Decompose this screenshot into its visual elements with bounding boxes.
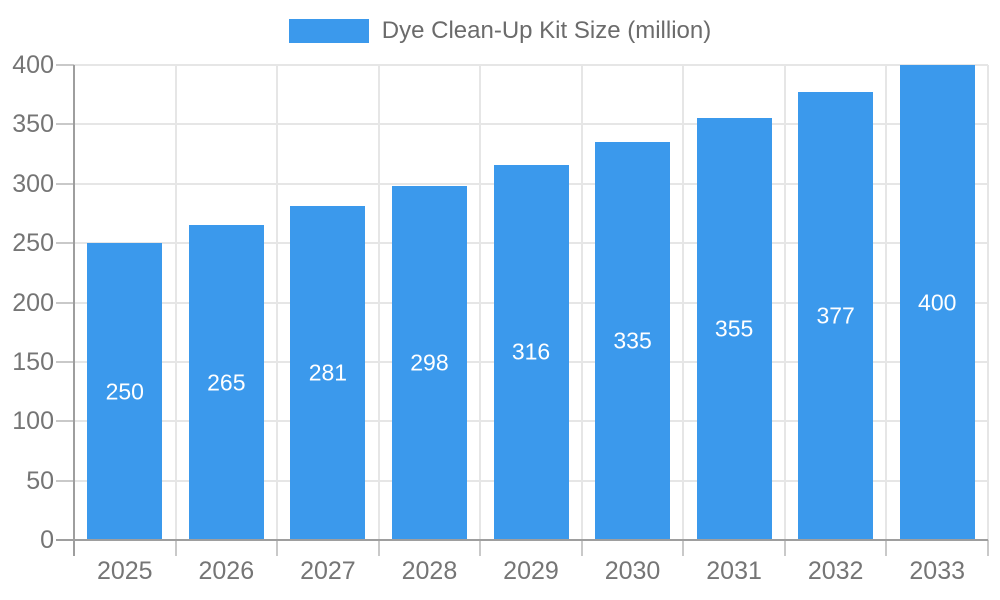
y-axis-tick-label: 250 bbox=[12, 229, 54, 258]
gridline-vertical bbox=[174, 65, 177, 540]
x-axis-tick-label: 2026 bbox=[198, 557, 255, 585]
gridline-horizontal bbox=[74, 123, 988, 126]
bar-value-label: 281 bbox=[308, 359, 348, 386]
bar-2031[interactable]: 355 bbox=[696, 118, 772, 540]
y-axis-tick bbox=[56, 420, 74, 423]
y-axis-tick bbox=[56, 123, 74, 126]
bar-2028[interactable]: 298 bbox=[391, 186, 467, 540]
x-axis-tick bbox=[987, 540, 989, 556]
y-axis-tick-label: 200 bbox=[12, 288, 54, 317]
legend-item[interactable]: Dye Clean-Up Kit Size (million) bbox=[288, 17, 712, 45]
legend-label: Dye Clean-Up Kit Size (million) bbox=[381, 17, 712, 44]
bar-value-label: 400 bbox=[918, 289, 957, 315]
x-axis-tick bbox=[276, 540, 279, 556]
bar-2030[interactable]: 335 bbox=[595, 142, 671, 540]
bar-value-label: 316 bbox=[511, 338, 551, 365]
x-axis-tick bbox=[783, 540, 786, 556]
x-axis-tick-label: 2028 bbox=[401, 557, 458, 585]
x-axis-tick bbox=[377, 540, 380, 556]
y-axis-tick-label: 0 bbox=[40, 526, 54, 554]
bar-value-label: 377 bbox=[816, 302, 855, 329]
x-axis-tick-label: 2032 bbox=[807, 557, 864, 585]
x-axis-tick-label: 2029 bbox=[503, 557, 559, 585]
x-axis-tick bbox=[885, 540, 888, 556]
chart-legend: Dye Clean-Up Kit Size (million) bbox=[0, 17, 1000, 45]
y-axis-tick-label: 400 bbox=[12, 51, 54, 79]
bar-value-label: 298 bbox=[410, 349, 449, 376]
x-axis-tick-label: 2033 bbox=[909, 557, 966, 585]
y-axis-tick-label: 100 bbox=[12, 407, 54, 436]
bar-2029[interactable]: 316 bbox=[493, 164, 569, 540]
bar-2025[interactable]: 250 bbox=[87, 243, 163, 540]
x-axis-tick bbox=[479, 540, 482, 556]
y-axis-tick bbox=[56, 479, 74, 482]
bar-2032[interactable]: 377 bbox=[798, 92, 874, 540]
y-axis-tick bbox=[56, 360, 74, 363]
bar-value-label: 355 bbox=[714, 315, 754, 342]
x-axis-tick-label: 2031 bbox=[706, 557, 762, 585]
y-axis-tick bbox=[56, 182, 74, 185]
gridline-vertical bbox=[783, 65, 786, 540]
gridline-vertical bbox=[987, 65, 989, 540]
x-axis-line bbox=[56, 539, 988, 541]
gridline-horizontal bbox=[74, 64, 988, 66]
plot-area: 250 265 281 298 316 335 355 377 400 bbox=[74, 64, 989, 540]
y-axis-tick bbox=[56, 242, 74, 245]
gridline-vertical bbox=[682, 65, 685, 540]
y-axis-tick bbox=[56, 301, 74, 304]
legend-swatch-icon bbox=[288, 19, 369, 43]
x-axis-tick bbox=[580, 540, 583, 556]
bar-2026[interactable]: 265 bbox=[188, 225, 264, 540]
y-axis-tick-label: 350 bbox=[12, 110, 54, 139]
x-axis-tick-label: 2027 bbox=[300, 557, 356, 585]
gridline-vertical bbox=[276, 65, 279, 540]
y-axis-tick-label: 300 bbox=[12, 169, 54, 198]
gridline-vertical bbox=[580, 65, 583, 540]
gridline-vertical bbox=[885, 65, 888, 540]
x-axis-tick-label: 2025 bbox=[96, 557, 153, 585]
bar-2033[interactable]: 400 bbox=[899, 65, 975, 540]
bar-value-label: 335 bbox=[613, 327, 652, 354]
bar-2027[interactable]: 281 bbox=[290, 206, 366, 540]
y-axis-tick-label: 50 bbox=[26, 466, 54, 495]
gridline-vertical bbox=[479, 65, 482, 540]
y-axis-tick-label: 150 bbox=[12, 347, 54, 376]
y-axis-line bbox=[73, 65, 75, 556]
x-axis-tick-label: 2030 bbox=[604, 557, 661, 585]
x-axis-tick bbox=[682, 540, 685, 556]
y-axis-tick bbox=[56, 64, 74, 66]
x-axis-tick bbox=[174, 540, 177, 556]
bar-value-label: 265 bbox=[207, 369, 246, 396]
gridline-vertical bbox=[377, 65, 380, 540]
bar-value-label: 250 bbox=[105, 378, 144, 405]
